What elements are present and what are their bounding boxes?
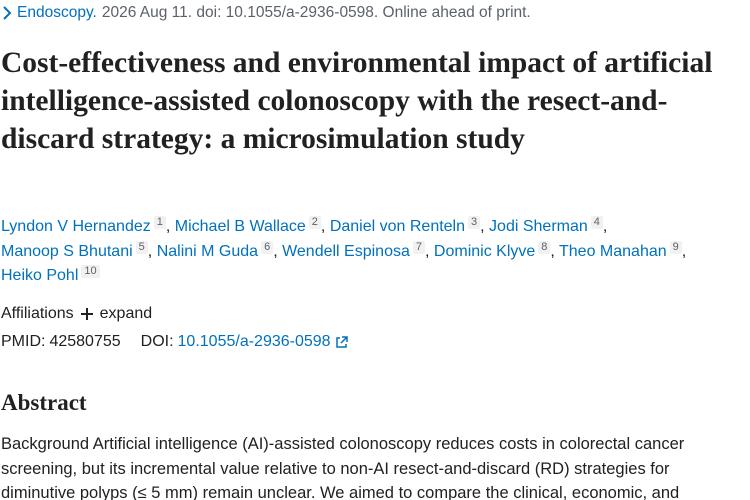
author-name[interactable]: Dominic Klyve xyxy=(433,242,536,260)
affiliation-number: 4 xyxy=(590,216,603,229)
affiliation-number: 5 xyxy=(135,240,148,254)
abstract-text: Background Artificial intelligence (AI)-… xyxy=(1,435,685,500)
affiliations-label: Affiliations xyxy=(1,305,74,322)
author: Nalini M Guda 6, xyxy=(156,240,278,260)
journal-link[interactable]: Endoscopy. xyxy=(17,4,97,21)
citation-details: 2026 Aug 11. doi: 10.1055/a-2936-0598. O… xyxy=(101,4,531,21)
abstract-heading: Abstract xyxy=(1,390,87,415)
affiliation-number: 1 xyxy=(153,216,166,229)
affiliation-number: 8 xyxy=(538,240,551,254)
doi-link[interactable]: 10.1055/a-2936-0598 xyxy=(177,333,331,350)
affiliation-number: 6 xyxy=(261,240,274,254)
author-separator: , xyxy=(550,242,555,260)
pmid-label: PMID: xyxy=(1,333,46,350)
pmid: 42580755 xyxy=(49,333,121,350)
author-name[interactable]: Manoop S Bhutani xyxy=(1,242,133,260)
author: Daniel von Renteln 3, xyxy=(329,216,485,235)
author-separator: , xyxy=(480,218,485,235)
author-name[interactable]: Wendell Espinosa xyxy=(282,242,410,260)
author-separator: , xyxy=(165,218,171,235)
author-separator: , xyxy=(602,218,608,235)
author-name[interactable]: Michael B Wallace xyxy=(174,218,306,235)
author: Theo Manahan 9, xyxy=(559,240,687,260)
author-separator: , xyxy=(320,218,326,235)
author-list: Lyndon V Hernandez 1, Michael B Wallace 2,… xyxy=(1,215,721,289)
doi-label: DOI: xyxy=(140,333,174,350)
author-separator: , xyxy=(425,242,430,260)
author-name[interactable]: Lyndon V Hernandez xyxy=(1,218,151,235)
external-link-icon xyxy=(335,335,348,348)
author: Dominic Klyve 8, xyxy=(433,240,555,260)
expand-label: expand xyxy=(99,305,153,322)
affiliation-number: 3 xyxy=(468,216,481,229)
author-name[interactable]: Heiko Pohl xyxy=(1,267,79,284)
chevron-icon xyxy=(3,6,12,20)
author-name[interactable]: Daniel von Renteln xyxy=(329,218,466,235)
author-separator: , xyxy=(681,242,687,260)
expand-toggle[interactable]: expand xyxy=(80,305,153,323)
article-title: Cost-effectiveness and environmental imp… xyxy=(1,47,713,155)
plus-icon xyxy=(80,308,93,320)
author-name[interactable]: Theo Manahan xyxy=(559,242,667,260)
author-name[interactable]: Jodi Sherman xyxy=(489,218,588,235)
author: Michael B Wallace 2, xyxy=(174,216,326,235)
author: Heiko Pohl 10 xyxy=(1,265,100,284)
author-separator: , xyxy=(147,242,153,260)
author: Manoop S Bhutani 5, xyxy=(1,240,153,260)
affiliation-number: 10 xyxy=(81,265,100,278)
affiliation-number: 9 xyxy=(669,240,682,254)
author: Lyndon V Hernandez 1, xyxy=(1,216,171,235)
citation: Endoscopy. 2026 Aug 11. doi: 10.1055/a-2… xyxy=(2,4,531,22)
affiliations: Affiliations expand xyxy=(1,305,152,323)
identifiers: PMID: 42580755 DOI: 10.1055/a-2936-0598 xyxy=(1,333,348,351)
author-separator: , xyxy=(273,242,278,260)
author-name[interactable]: Nalini M Guda xyxy=(156,242,259,260)
author: Wendell Espinosa 7, xyxy=(282,240,430,260)
affiliation-number: 2 xyxy=(308,216,321,229)
affiliation-number: 7 xyxy=(412,240,425,254)
author: Jodi Sherman 4, xyxy=(489,216,608,235)
